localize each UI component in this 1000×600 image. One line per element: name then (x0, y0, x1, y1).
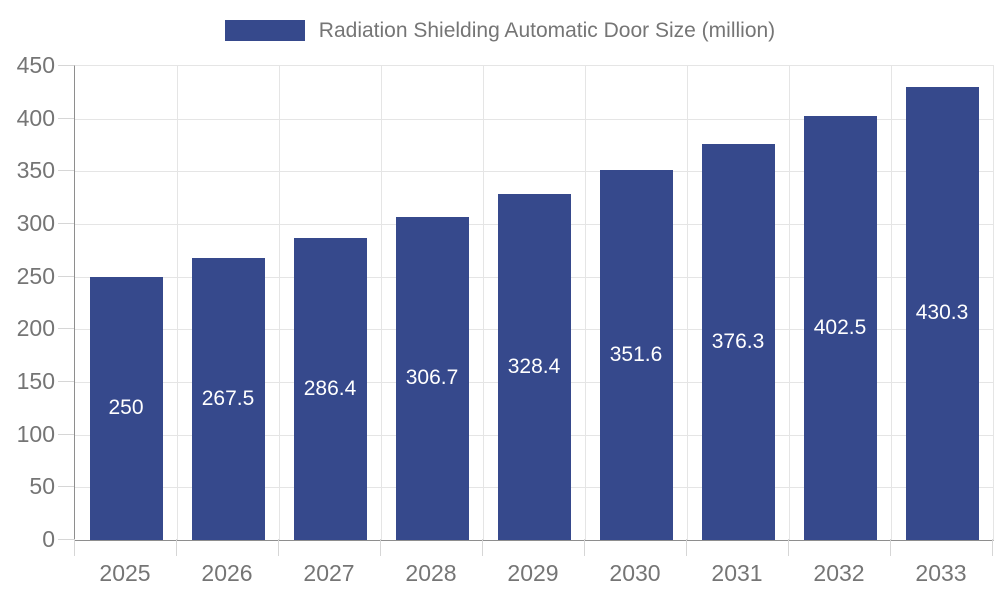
bar-value-label: 286.4 (303, 377, 357, 401)
bar: 286.4 (293, 238, 367, 540)
bar: 376.3 (701, 143, 775, 540)
bar-value-label: 430.3 (915, 301, 969, 325)
bar-value-label: 351.6 (609, 342, 663, 366)
x-tick-mark (380, 539, 381, 556)
x-axis-tick-label: 2030 (609, 560, 661, 586)
y-axis-tick-label: 0 (42, 526, 55, 552)
x-axis-tick-label: 2029 (507, 560, 559, 586)
y-axis-tick-label: 450 (16, 52, 55, 78)
x-tick-mark (788, 539, 789, 556)
bar-value-label: 402.5 (813, 316, 867, 340)
y-axis-tick-label: 100 (16, 420, 55, 447)
x-tick-mark (176, 539, 177, 556)
gridline-vertical (177, 66, 178, 540)
y-tick-mark (58, 223, 74, 224)
bar: 250 (89, 276, 163, 540)
x-tick-mark (686, 539, 687, 556)
bar: 402.5 (803, 116, 877, 540)
gridline-vertical (789, 66, 790, 540)
y-axis-tick-label: 200 (16, 315, 55, 342)
y-axis-tick-label: 400 (16, 104, 55, 131)
y-axis-tick-label: 300 (16, 210, 55, 236)
bar-value-label: 328.4 (507, 355, 561, 379)
x-tick-mark (482, 539, 483, 556)
bar-value-label: 250 (108, 396, 144, 420)
gridline-horizontal (75, 171, 993, 173)
y-tick-mark (58, 328, 74, 330)
gridline-vertical (483, 66, 484, 540)
y-tick-mark (58, 486, 74, 488)
y-tick-mark (58, 275, 74, 277)
y-tick-mark (58, 433, 74, 435)
bar: 328.4 (497, 194, 571, 540)
gridline-horizontal (75, 118, 993, 120)
x-axis-tick-label: 2033 (915, 560, 967, 586)
x-tick-mark (890, 539, 891, 556)
y-axis-tick-label: 150 (16, 368, 55, 394)
x-tick-mark (278, 539, 279, 556)
y-tick-mark (58, 117, 74, 119)
legend-label: Radiation Shielding Automatic Door Size … (318, 19, 776, 42)
bar-value-label: 267.5 (201, 387, 255, 411)
y-tick-mark (58, 170, 74, 172)
y-axis-tick-label: 250 (16, 262, 55, 289)
y-axis-tick-label: 350 (16, 157, 55, 184)
x-axis-tick-label: 2032 (813, 560, 865, 586)
x-axis-tick-label: 2025 (99, 560, 151, 586)
y-tick-mark (58, 539, 74, 540)
bar: 430.3 (905, 86, 979, 540)
gridline-vertical (585, 66, 586, 540)
bar-value-label: 376.3 (711, 329, 765, 353)
x-tick-mark (74, 539, 75, 556)
x-axis-tick-label: 2028 (405, 560, 457, 586)
bar: 351.6 (599, 169, 673, 540)
x-axis-tick-label: 2026 (201, 560, 253, 586)
plot-area: 250 267.5 286.4 306.7 328.4 351.6 376.3 402.5 43… (74, 65, 994, 541)
x-axis-tick-label: 2027 (303, 560, 355, 586)
x-axis-tick-label: 2031 (711, 560, 763, 586)
y-tick-mark (58, 65, 74, 66)
x-tick-mark (992, 539, 993, 556)
y-tick-mark (58, 381, 74, 382)
bar-value-label: 306.7 (405, 366, 459, 390)
bar: 267.5 (191, 258, 265, 540)
gridline-vertical (381, 66, 382, 540)
x-tick-mark (584, 539, 585, 556)
gridline-vertical (891, 66, 892, 540)
y-axis-tick-label: 50 (29, 473, 55, 500)
chart-legend: Radiation Shielding Automatic Door Size … (0, 20, 1000, 41)
legend-swatch (224, 20, 305, 41)
gridline-vertical (687, 66, 688, 540)
bar: 306.7 (395, 216, 469, 540)
gridline-vertical (279, 66, 280, 540)
